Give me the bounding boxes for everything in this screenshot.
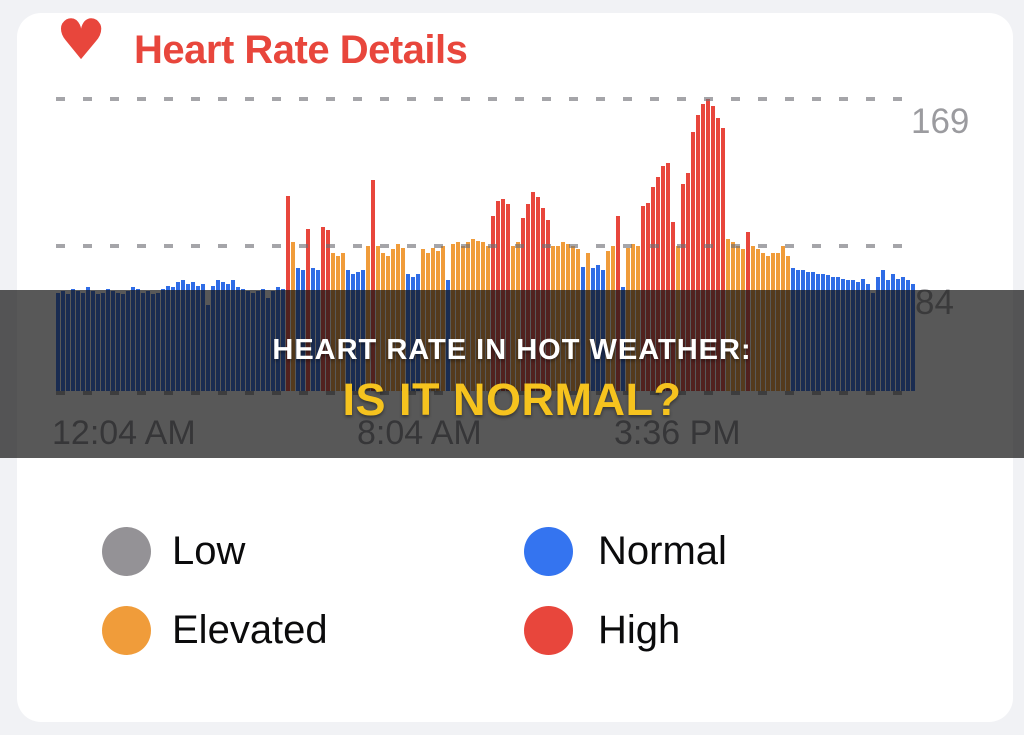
page-title: Heart Rate Details (134, 28, 468, 72)
heart-icon: ♥ (56, 8, 107, 73)
bar (666, 163, 670, 391)
legend-label-elevated: Elevated (172, 608, 328, 652)
legend-label-low: Low (172, 529, 246, 573)
bar (711, 106, 715, 391)
bar (691, 132, 695, 391)
caption-banner: HEART RATE IN HOT WEATHER: IS IT NORMAL? (0, 290, 1024, 458)
bar (661, 166, 665, 391)
bar (371, 180, 375, 391)
bar (656, 177, 660, 391)
legend-swatch-elevated (102, 606, 151, 655)
banner-line-2: IS IT NORMAL? (342, 374, 682, 425)
y-axis-label-169: 169 (911, 102, 970, 141)
legend-swatch-normal (524, 527, 573, 576)
legend-label-high: High (598, 608, 681, 652)
bar (696, 115, 700, 391)
bar (721, 128, 725, 391)
bar (651, 187, 655, 391)
banner-line-1: HEART RATE IN HOT WEATHER: (272, 334, 752, 366)
gridline-169 (56, 97, 908, 101)
legend-swatch-low (102, 527, 151, 576)
gridline-84 (56, 244, 908, 248)
bar (716, 118, 720, 391)
legend-swatch-high (524, 606, 573, 655)
bar (686, 173, 690, 391)
bar (681, 184, 685, 391)
legend-label-normal: Normal (598, 529, 727, 573)
